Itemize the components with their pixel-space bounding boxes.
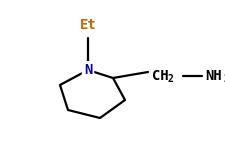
- Text: CH: CH: [152, 69, 169, 83]
- Text: N: N: [84, 63, 92, 77]
- Text: NH: NH: [205, 69, 222, 83]
- Text: Et: Et: [80, 18, 96, 32]
- Text: 2: 2: [168, 74, 174, 84]
- Text: 2: 2: [223, 74, 225, 84]
